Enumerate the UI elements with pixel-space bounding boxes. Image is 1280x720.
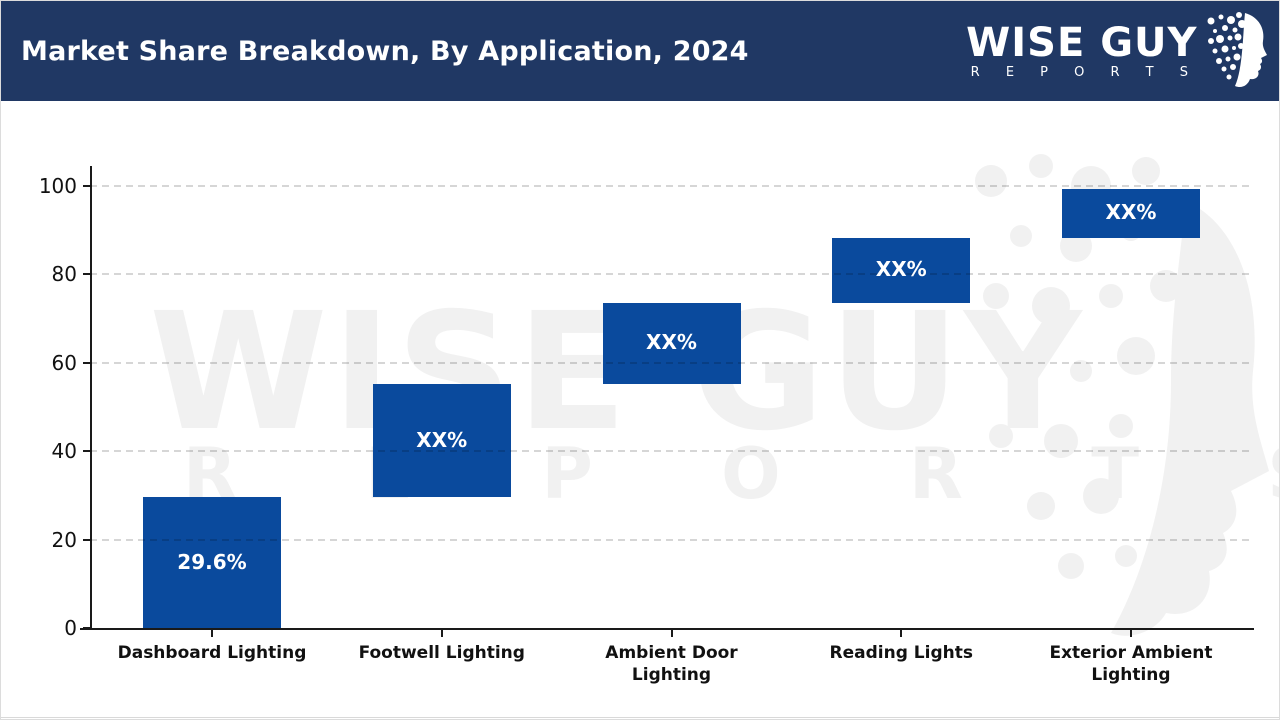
y-axis-tick-label: 80: [51, 262, 77, 287]
header: Market Share Breakdown, By Application, …: [1, 1, 1279, 101]
wiseguy-logo: WISE GUY R E P O R T S: [965, 9, 1267, 93]
y-axis-tick-label: 60: [51, 350, 77, 375]
logo-text: WISE GUY R E P O R T S: [965, 22, 1199, 80]
gridline-y-80: [90, 273, 1254, 276]
bar-value-label-exterior-ambient-lighting: XX%: [1105, 200, 1157, 225]
x-axis-tick-mark: [900, 630, 903, 637]
x-axis-category-label-exterior-ambient-lighting: Exterior Ambient Lighting: [1016, 642, 1246, 686]
x-axis-category-label-line: Exterior Ambient: [1049, 643, 1213, 663]
y-axis-tick-label: 100: [38, 173, 77, 198]
y-axis-tick-mark: [83, 538, 90, 541]
gridline-y-100: [90, 184, 1254, 187]
y-axis-tick-label: 20: [51, 527, 77, 552]
bar-exterior-ambient-lighting: [1062, 188, 1200, 238]
x-axis-category-label-reading-lights: Reading Lights: [786, 642, 1016, 664]
bar-reading-lights: [832, 237, 971, 303]
logo-face-icon: [1207, 12, 1267, 88]
bar-value-label-dashboard-lighting: 29.6%: [177, 549, 247, 574]
x-axis-tick-mark: [670, 630, 673, 637]
y-axis-tick-mark: [83, 450, 90, 453]
plot-area: 0 20 40 60 80 100 29.6% Dashboard Lighting XX% Fo…: [1, 101, 1279, 717]
x-axis-category-label-line: Lighting: [1091, 665, 1171, 685]
x-axis-tick-mark: [211, 630, 213, 637]
bar-dashboard-lighting: [143, 497, 281, 628]
bar-value-label-ambient-door-lighting: XX%: [646, 330, 697, 355]
x-axis-category-label-line: Footwell Lighting: [358, 643, 525, 663]
x-axis-tick-mark: [440, 630, 443, 637]
watermark-head-icon: [975, 154, 1269, 636]
x-axis-line: [80, 628, 1254, 630]
gridline-y-40: [90, 450, 1254, 453]
y-axis-line: [90, 166, 92, 630]
x-axis-category-label-ambient-door-lighting: Ambient Door Lighting: [557, 642, 787, 686]
bar-ambient-door-lighting: [602, 302, 741, 384]
x-axis-category-label-line: Dashboard Lighting: [117, 643, 307, 663]
logo-subtext: R E P O R T S: [970, 65, 1199, 80]
bar-value-label-reading-lights: XX%: [875, 257, 927, 282]
y-axis-tick-mark: [83, 273, 90, 276]
x-axis-category-label-dashboard-lighting: Dashboard Lighting: [97, 642, 327, 664]
y-axis-tick-label: 0: [64, 616, 77, 640]
x-axis-tick-mark: [1130, 630, 1132, 637]
y-axis-tick-mark: [83, 361, 90, 364]
x-axis-category-label-line: Lighting: [631, 665, 712, 685]
bottom-divider: [1, 717, 1279, 718]
y-axis-tick-label: 40: [51, 439, 77, 464]
bar-footwell-lighting: [372, 383, 511, 498]
y-axis-tick-mark: [83, 184, 90, 187]
chart-title: Market Share Breakdown, By Application, …: [21, 35, 749, 67]
x-axis-category-label-line: Reading Lights: [829, 643, 973, 663]
x-axis-category-label-footwell-lighting: Footwell Lighting: [327, 642, 557, 664]
logo-wordmark: WISE GUY: [966, 20, 1198, 66]
gridline-y-20: [90, 538, 1254, 541]
x-axis-category-label-line: Ambient Door: [605, 643, 738, 663]
gridline-y-60: [90, 361, 1254, 364]
bar-value-label-footwell-lighting: XX%: [416, 427, 468, 452]
